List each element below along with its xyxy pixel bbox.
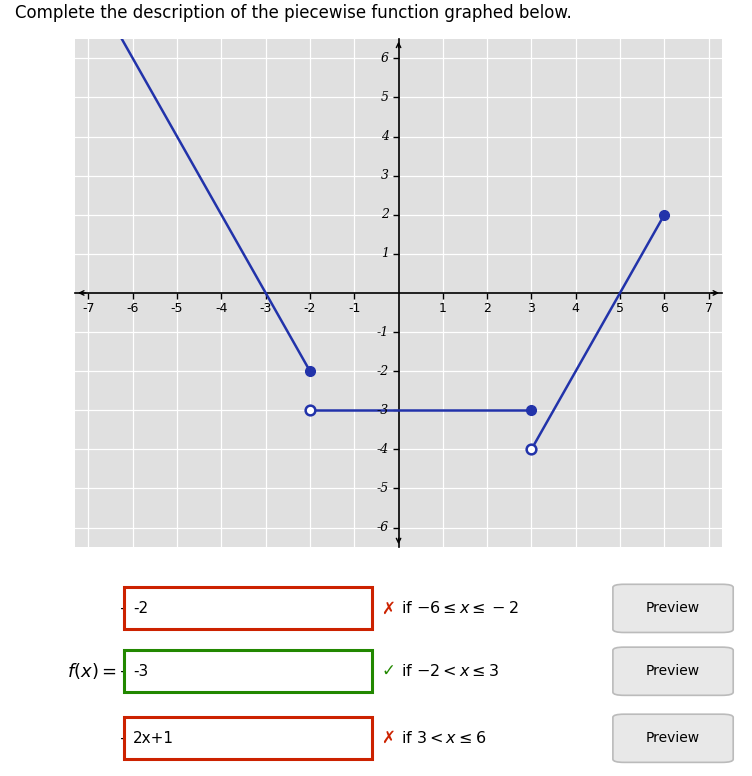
- Text: if $3 < x \leq 6$: if $3 < x \leq 6$: [401, 730, 486, 747]
- Text: if $-6 \leq x \leq -2$: if $-6 \leq x \leq -2$: [401, 601, 518, 616]
- Text: 5: 5: [381, 91, 389, 104]
- FancyBboxPatch shape: [613, 584, 733, 632]
- Text: -3: -3: [259, 302, 272, 314]
- FancyBboxPatch shape: [124, 650, 372, 692]
- Text: -6: -6: [126, 302, 139, 314]
- FancyBboxPatch shape: [124, 717, 372, 759]
- Text: -1: -1: [348, 302, 360, 314]
- Text: -2: -2: [304, 302, 316, 314]
- Text: ✗: ✗: [381, 729, 395, 747]
- Text: Preview: Preview: [646, 664, 700, 678]
- Text: {: {: [118, 597, 134, 620]
- Text: -7: -7: [82, 302, 95, 314]
- Text: Preview: Preview: [646, 731, 700, 745]
- FancyBboxPatch shape: [613, 647, 733, 695]
- Text: {: {: [118, 727, 134, 750]
- Text: -6: -6: [377, 521, 389, 534]
- Text: 2x+1: 2x+1: [133, 731, 174, 746]
- Text: -2: -2: [133, 601, 148, 616]
- Text: -5: -5: [377, 482, 389, 495]
- Text: 7: 7: [705, 302, 713, 314]
- Text: 1: 1: [381, 248, 389, 260]
- Text: Preview: Preview: [646, 601, 700, 615]
- Text: -1: -1: [377, 326, 389, 338]
- Text: 6: 6: [660, 302, 669, 314]
- Text: 4: 4: [381, 130, 389, 143]
- Text: {: {: [118, 660, 134, 683]
- Text: ✗: ✗: [381, 599, 395, 618]
- Text: -5: -5: [171, 302, 183, 314]
- Text: -4: -4: [377, 443, 389, 456]
- Text: 2: 2: [484, 302, 491, 314]
- Text: ✓: ✓: [381, 662, 395, 681]
- Text: if $-2 < x \leq 3$: if $-2 < x \leq 3$: [401, 663, 499, 679]
- Text: 3: 3: [527, 302, 535, 314]
- Text: Complete the description of the piecewise function graphed below.: Complete the description of the piecewis…: [15, 4, 572, 22]
- Text: 1: 1: [439, 302, 447, 314]
- Text: -4: -4: [215, 302, 228, 314]
- Text: -2: -2: [377, 365, 389, 378]
- Text: 2: 2: [381, 208, 389, 221]
- Text: -3: -3: [133, 663, 148, 679]
- Text: $f(x) =$: $f(x) =$: [67, 661, 117, 681]
- FancyBboxPatch shape: [613, 714, 733, 762]
- Text: 4: 4: [572, 302, 580, 314]
- Text: 5: 5: [616, 302, 624, 314]
- Text: -3: -3: [377, 404, 389, 417]
- FancyBboxPatch shape: [124, 587, 372, 629]
- Text: 3: 3: [381, 169, 389, 182]
- Text: 6: 6: [381, 52, 389, 65]
